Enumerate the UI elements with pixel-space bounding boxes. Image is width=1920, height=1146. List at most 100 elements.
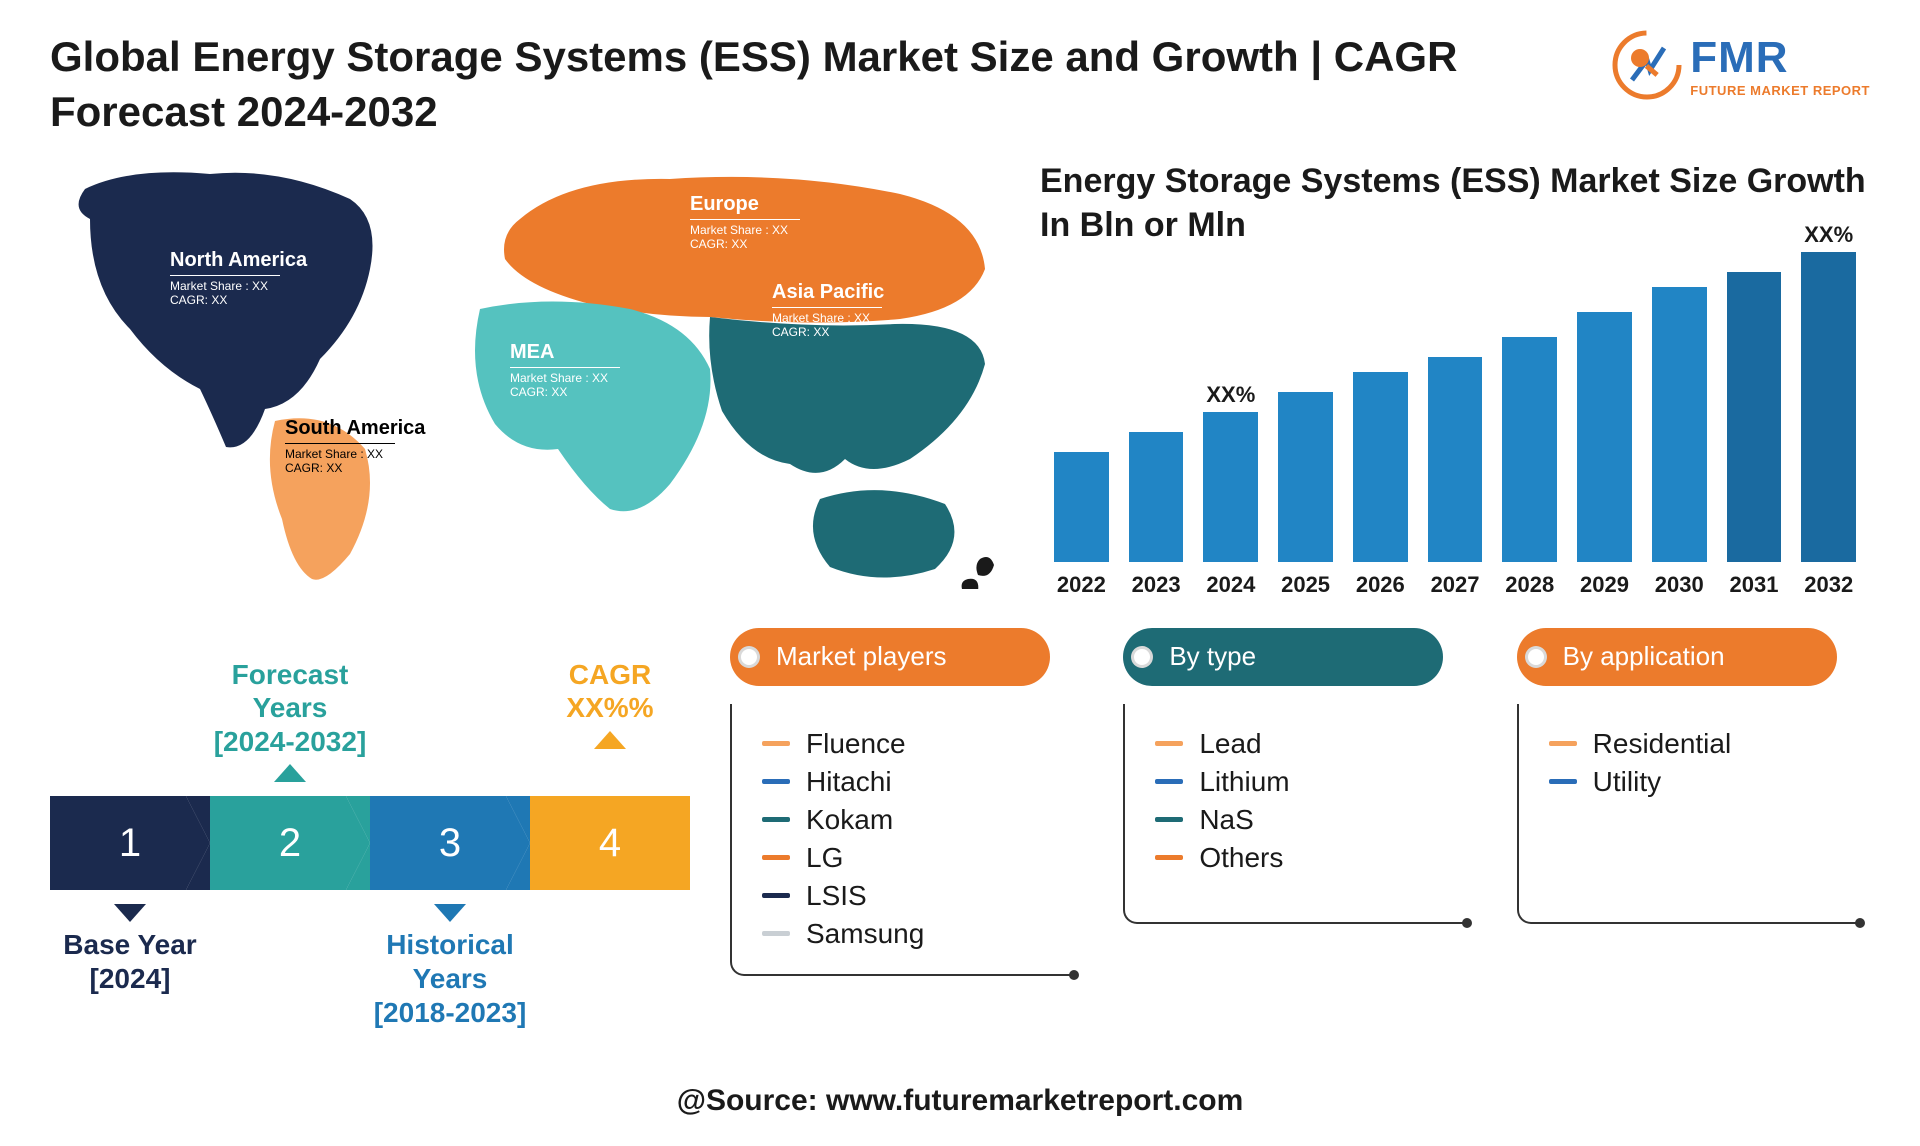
timeline-seg: 4: [530, 796, 690, 890]
category-item-label: Utility: [1593, 766, 1661, 798]
tick-icon: [1155, 741, 1183, 746]
tick-icon: [762, 931, 790, 936]
region-ap-shape: [709, 317, 985, 473]
timeline-bottom-labels: Base Year[2024] Historical Years[2018-202…: [50, 898, 690, 1029]
bar: [1577, 312, 1632, 562]
region-name: Europe: [690, 193, 800, 216]
category-title: By type: [1169, 641, 1256, 672]
category-item: Hitachi: [762, 766, 1073, 798]
bar-col: XX%2024: [1197, 412, 1264, 598]
pill-dot-icon: [1525, 646, 1547, 668]
logo-text-sub: FUTURE MARKET REPORT: [1690, 83, 1870, 98]
bar: [1727, 272, 1782, 562]
category-item: NaS: [1155, 804, 1466, 836]
bar-col: 2025: [1272, 392, 1339, 598]
footer-source: @Source: www.futuremarketreport.com: [0, 1084, 1920, 1118]
bar-chart-area: Energy Storage Systems (ESS) Market Size…: [1040, 159, 1870, 597]
bar-label: 2025: [1281, 572, 1330, 598]
bar: [1129, 432, 1184, 562]
region-share: Market Share : XX: [285, 447, 425, 461]
region-na-shape: [79, 172, 373, 447]
bar-col: 2029: [1571, 312, 1638, 598]
category-item-label: Lithium: [1199, 766, 1289, 798]
timeline-label: Base Year[2024]: [50, 928, 210, 995]
bar: [1203, 412, 1258, 562]
region-share: Market Share : XX: [772, 311, 884, 325]
category-item: LG: [762, 842, 1073, 874]
bar: [1353, 372, 1408, 562]
bar: [1428, 357, 1483, 562]
region-cagr: CAGR: XX: [510, 385, 620, 399]
category-title: By application: [1563, 641, 1725, 672]
region-name: Asia Pacific: [772, 281, 884, 304]
bar-label: 2026: [1356, 572, 1405, 598]
timeline-label: CAGRXX%%: [530, 658, 690, 725]
category-item-label: Kokam: [806, 804, 893, 836]
bar-col: 2026: [1347, 372, 1414, 598]
category-item-label: Lead: [1199, 728, 1261, 760]
region-label-na: North America Market Share : XX CAGR: XX: [170, 249, 307, 307]
category-column: By type Lead Lithium NaS Others: [1123, 628, 1476, 976]
category-item: Utility: [1549, 766, 1860, 798]
category-item-label: Others: [1199, 842, 1283, 874]
category-item: Lead: [1155, 728, 1466, 760]
category-item: Kokam: [762, 804, 1073, 836]
bar-label: 2023: [1132, 572, 1181, 598]
category-item: Samsung: [762, 918, 1073, 950]
tick-icon: [1155, 817, 1183, 822]
region-name: MEA: [510, 341, 620, 364]
bar-col: 2030: [1646, 287, 1713, 598]
category-item-label: Fluence: [806, 728, 906, 760]
region-cagr: CAGR: XX: [170, 293, 307, 307]
bar-label: 2027: [1431, 572, 1480, 598]
category-item: Residential: [1549, 728, 1860, 760]
bar: [1278, 392, 1333, 562]
bar-label: 2032: [1804, 572, 1853, 598]
timeline-label: Historical Years[2018-2023]: [370, 928, 530, 1029]
bar-label: 2024: [1206, 572, 1255, 598]
bar-label: 2022: [1057, 572, 1106, 598]
bar-label: 2030: [1655, 572, 1704, 598]
chart-title: Energy Storage Systems (ESS) Market Size…: [1040, 159, 1870, 247]
region-label-sa: South America Market Share : XX CAGR: XX: [285, 417, 425, 475]
bar-col: 2028: [1496, 337, 1563, 598]
region-mea-shape: [475, 302, 711, 512]
category-item-label: Hitachi: [806, 766, 892, 798]
bar-col: XX%2032: [1795, 252, 1862, 598]
category-column: Market playersFluenceHitachiKokamLGLSISS…: [730, 628, 1083, 976]
tick-icon: [762, 817, 790, 822]
bar: [1801, 252, 1856, 562]
tick-icon: [1549, 779, 1577, 784]
timeline-top-labels: Forecast Years[2024-2032] CAGRXX%%: [50, 658, 690, 789]
bar: [1502, 337, 1557, 562]
category-item-label: LG: [806, 842, 843, 874]
region-name: South America: [285, 417, 425, 440]
tick-icon: [762, 741, 790, 746]
timeline-block: Forecast Years[2024-2032]CAGRXX%% 1234 B…: [50, 628, 690, 1030]
timeline-label: Forecast Years[2024-2032]: [210, 658, 370, 759]
bar-col: 2022: [1048, 452, 1115, 598]
tick-icon: [762, 779, 790, 784]
bar-col: 2031: [1721, 272, 1788, 598]
category-item: Others: [1155, 842, 1466, 874]
region-cagr: CAGR: XX: [772, 325, 884, 339]
bar-col: 2023: [1123, 432, 1190, 598]
tick-icon: [762, 855, 790, 860]
region-share: Market Share : XX: [690, 223, 800, 237]
bar-label: 2029: [1580, 572, 1629, 598]
bar-label: 2031: [1730, 572, 1779, 598]
region-cagr: CAGR: XX: [285, 461, 425, 475]
category-body: Fluence Hitachi Kokam LG LSIS Samsung: [730, 704, 1073, 976]
header: Global Energy Storage Systems (ESS) Mark…: [50, 30, 1870, 139]
bar-chart: 2022 2023 XX%2024 2025 2026 2027 2028 2029 2030 2…: [1040, 268, 1870, 598]
category-item: LSIS: [762, 880, 1073, 912]
region-share: Market Share : XX: [510, 371, 620, 385]
world-map: North America Market Share : XX CAGR: XX…: [50, 159, 1010, 589]
region-australia-shape: [813, 490, 954, 577]
region-share: Market Share : XX: [170, 279, 307, 293]
bar: [1054, 452, 1109, 562]
tick-icon: [1549, 741, 1577, 746]
pill-dot-icon: [738, 646, 760, 668]
region-cagr: CAGR: XX: [690, 237, 800, 251]
page-title: Global Energy Storage Systems (ESS) Mark…: [50, 30, 1550, 139]
